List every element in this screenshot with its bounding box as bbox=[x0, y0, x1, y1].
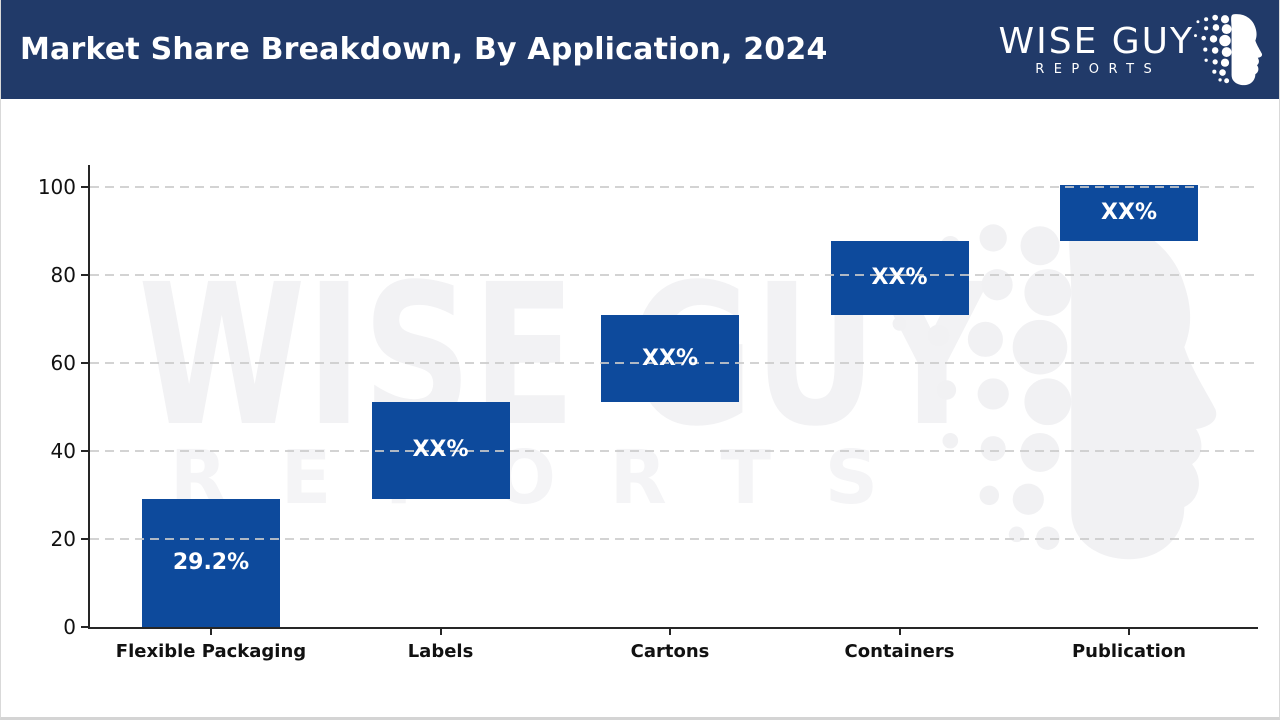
y-axis bbox=[88, 165, 90, 629]
bar-flexible-packaging bbox=[142, 498, 280, 627]
y-tick-label: 0 bbox=[63, 615, 76, 639]
x-axis-category-label: Cartons bbox=[630, 641, 710, 662]
bar-value-label: XX% bbox=[871, 265, 928, 291]
bar-value-label: XX% bbox=[642, 345, 698, 371]
y-tick-label: 80 bbox=[50, 263, 76, 287]
bar-publication bbox=[1060, 185, 1198, 242]
logo-head-icon bbox=[1184, 7, 1266, 93]
y-tick bbox=[81, 362, 90, 364]
gridline bbox=[90, 362, 1258, 364]
bar-containers bbox=[830, 241, 969, 316]
y-tick bbox=[81, 538, 90, 540]
bar-value-label: XX% bbox=[412, 437, 469, 463]
x-tick bbox=[439, 627, 442, 635]
x-tick bbox=[898, 627, 901, 635]
logo-text: WISE GUY REPORTS bbox=[998, 21, 1195, 78]
y-tick bbox=[81, 450, 90, 452]
bar-cartons bbox=[601, 315, 739, 402]
y-tick-label: 100 bbox=[37, 175, 76, 199]
chart-header: Market Share Breakdown, By Application, … bbox=[0, 0, 1280, 99]
y-tick bbox=[81, 626, 90, 628]
y-tick-label: 40 bbox=[50, 439, 76, 463]
y-tick-label: 60 bbox=[50, 351, 76, 375]
x-axis-category-label: Containers bbox=[844, 641, 955, 662]
bar-value-label: 29.2% bbox=[172, 549, 250, 575]
gridline bbox=[90, 538, 1258, 540]
x-tick bbox=[1128, 627, 1130, 635]
x-tick bbox=[669, 627, 671, 635]
x-axis bbox=[88, 627, 1258, 629]
page-title: Market Share Breakdown, By Application, … bbox=[20, 32, 828, 67]
x-axis-category-label: Flexible Packaging bbox=[115, 641, 307, 662]
logo-wordmark: WISE GUY bbox=[998, 21, 1194, 62]
y-tick-label: 20 bbox=[50, 527, 76, 551]
bar-value-label: XX% bbox=[1101, 200, 1157, 226]
logo-subtitle: REPORTS bbox=[1035, 62, 1162, 77]
gridline bbox=[90, 186, 1258, 188]
y-tick bbox=[81, 274, 90, 276]
x-tick bbox=[210, 627, 212, 635]
gridline bbox=[90, 274, 1258, 276]
gridline bbox=[90, 450, 1258, 452]
x-axis-category-label: Publication bbox=[1071, 641, 1186, 662]
y-tick bbox=[81, 186, 90, 188]
wise-guy-logo: WISE GUY REPORTS bbox=[999, 6, 1267, 94]
x-axis-category-label: Labels bbox=[407, 641, 474, 662]
